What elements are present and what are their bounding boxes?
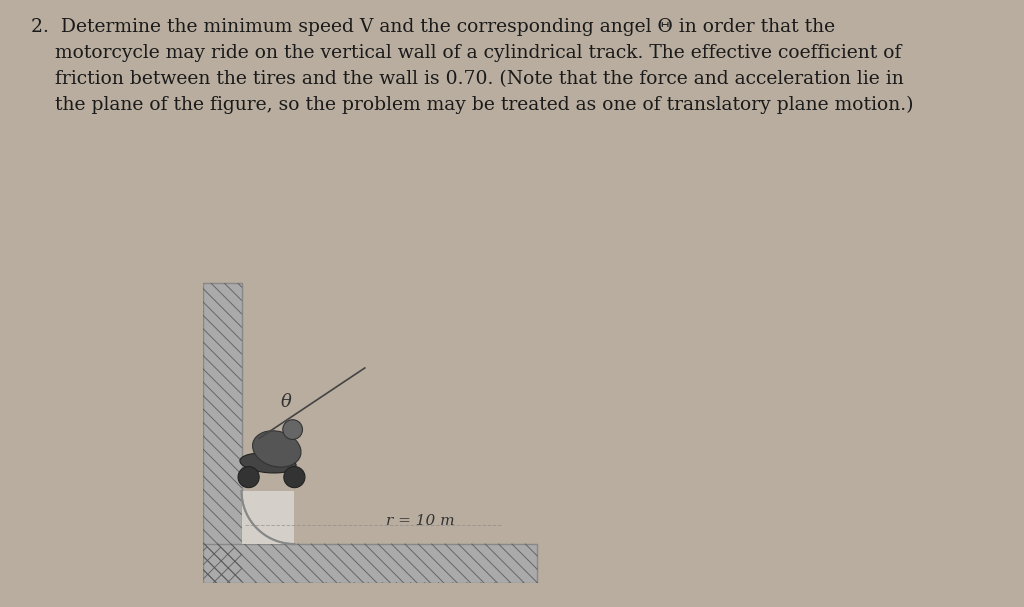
Polygon shape bbox=[242, 491, 294, 544]
Circle shape bbox=[283, 419, 302, 439]
Text: r = 10 m: r = 10 m bbox=[386, 514, 455, 527]
Circle shape bbox=[238, 467, 259, 487]
Polygon shape bbox=[242, 491, 294, 544]
Text: θ: θ bbox=[281, 393, 291, 411]
Polygon shape bbox=[203, 544, 538, 583]
Ellipse shape bbox=[253, 431, 301, 467]
Circle shape bbox=[284, 467, 305, 487]
Ellipse shape bbox=[240, 453, 296, 473]
Polygon shape bbox=[203, 283, 242, 583]
Text: 2.  Determine the minimum speed V and the corresponding angel Θ in order that th: 2. Determine the minimum speed V and the… bbox=[31, 18, 913, 114]
